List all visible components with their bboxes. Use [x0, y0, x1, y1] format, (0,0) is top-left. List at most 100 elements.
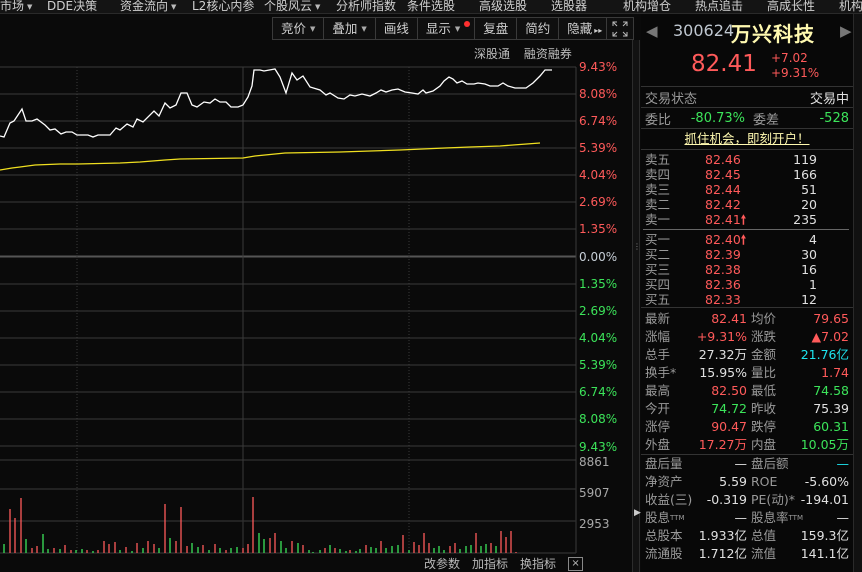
stat-value: 1.933亿 — [698, 528, 747, 543]
quote-header: ◀ 300624 万兴科技 ▶ 82.41 +7.02 +9.31% — [641, 14, 853, 87]
bid-row[interactable]: 买四 82.36 1 — [641, 277, 853, 292]
edit-params-button[interactable]: 改参数 — [424, 557, 461, 571]
change-percent: +9.31% — [771, 66, 820, 80]
menu-item[interactable]: 市场 ▼ — [0, 0, 33, 13]
stock-name: 万兴科技 — [731, 22, 815, 46]
sz-connect-link[interactable]: 深股通 — [474, 47, 511, 61]
stat-label: 外盘 — [645, 437, 671, 452]
hide-button[interactable]: 隐藏 ▸▸ — [559, 18, 608, 39]
stat-label: 总值 — [751, 528, 777, 543]
level-volume: 119 — [793, 152, 817, 167]
stat-value: — — [836, 510, 850, 525]
drag-handle-icon[interactable]: ⋮⋮ — [633, 242, 648, 251]
bid-row[interactable]: 买三 82.38 16 — [641, 262, 853, 277]
price-axis-tick: 1.35% — [579, 277, 618, 291]
menu-item[interactable]: 条件选股 — [407, 0, 455, 13]
level-price-value: 82.45 — [705, 167, 741, 182]
menu-item[interactable]: L2核心内参 — [192, 0, 254, 13]
price-axis-tick: 5.39% — [579, 141, 618, 155]
next-stock-icon[interactable]: ▶ — [840, 22, 852, 40]
open-account-link[interactable]: 抓住机会，即刻开户！ — [641, 129, 853, 150]
menu-item[interactable]: 资金流向 ▼ — [120, 0, 176, 13]
stat-value: 74.72 — [711, 401, 747, 416]
intraday-chart[interactable]: 9.43% 8.08% 6.74% 5.39% 4.04% 2.69% 1.35% 0.00%… — [0, 40, 640, 572]
stat-value: 17.27万 — [698, 437, 747, 452]
volume-grid — [0, 488, 576, 554]
price-axis-tick: 9.43% — [579, 60, 618, 74]
stat-value: 90.47 — [711, 419, 747, 434]
draw-line-button[interactable]: 画线 — [376, 18, 418, 39]
level-label: 买五 — [645, 292, 671, 307]
indicator-actions: 改参数 加指标 换指标 × — [424, 555, 584, 572]
menu-item[interactable]: 个股风云 ▼ — [264, 0, 320, 13]
menu-item[interactable]: DDE决策 — [47, 0, 97, 13]
level-volume: 16 — [801, 262, 817, 277]
price-axis-tick: 6.74% — [579, 114, 618, 128]
close-indicator-button[interactable]: × — [568, 556, 584, 571]
collapse-arrow-icon[interactable]: ▶ — [634, 508, 641, 518]
stat-label: 流值 — [751, 546, 777, 561]
menu-item[interactable]: 高级选股 — [479, 0, 527, 13]
fullscreen-button[interactable] — [607, 18, 633, 39]
chart-canvas[interactable] — [0, 40, 640, 572]
add-indicator-button[interactable]: 加指标 — [472, 557, 509, 571]
ask-row[interactable]: 卖五 82.46 119 — [641, 152, 853, 167]
level-price-value: 82.44 — [705, 182, 741, 197]
order-diff-label: 委差 — [753, 112, 780, 128]
menu-item[interactable]: 选股器 — [551, 0, 587, 13]
stat-row: 换手* 15.95% 量比 1.74 — [641, 364, 853, 382]
stat-label: 股息TTM — [645, 510, 685, 525]
level-price: 82.36 — [705, 277, 767, 292]
ask-row[interactable]: 卖三 82.44 51 — [641, 182, 853, 197]
margin-trading-link[interactable]: 融资融券 — [523, 47, 572, 61]
notification-dot-icon — [464, 21, 471, 27]
top-menu-bar: 市场 ▼ DDE决策 资金流向 ▼ L2核心内参 个股风云 ▼ 分析师指数 条件选股 高级选股 选股器… — [0, 0, 862, 14]
chevron-down-icon: ▼ — [454, 25, 461, 33]
bid-row[interactable]: 买一 82.40🠕 4 — [641, 232, 853, 247]
menu-item-label: 资金流向 — [120, 0, 169, 13]
level-volume: 4 — [809, 232, 817, 247]
panel-splitter[interactable]: ⋮⋮ ▶ — [632, 40, 648, 572]
volume-bars — [3, 497, 517, 553]
price-axis-tick: 2.69% — [579, 304, 618, 318]
menu-item[interactable]: 机构 — [839, 0, 862, 13]
ask-row[interactable]: 卖四 82.45 166 — [641, 167, 853, 182]
level-volume: 235 — [793, 212, 817, 227]
replay-button[interactable]: 复盘 — [475, 18, 518, 39]
level-label: 买四 — [645, 277, 671, 292]
volume-tick: 5907 — [579, 486, 610, 500]
order-book-divider — [643, 229, 849, 230]
simple-mode-button[interactable]: 简约 — [517, 18, 560, 39]
ask-row[interactable]: 卖一 82.41🠕 235 — [641, 212, 853, 227]
stat-row: 今开 74.72 昨收 75.39 — [641, 400, 853, 418]
chevron-down-icon: ▼ — [27, 2, 33, 11]
level-volume: 30 — [801, 247, 817, 262]
overlay-button[interactable]: 叠加 ▼ — [324, 18, 376, 39]
menu-item[interactable]: 高成长性 — [767, 0, 815, 13]
bid-row[interactable]: 买二 82.39 30 — [641, 247, 853, 262]
ask-row[interactable]: 卖二 82.42 20 — [641, 197, 853, 212]
level-price-value: 82.40 — [705, 232, 741, 247]
menu-item[interactable]: 机构增仓 — [623, 0, 671, 13]
prev-stock-icon[interactable]: ◀ — [646, 22, 658, 40]
menu-item[interactable]: 分析师指数 — [336, 0, 396, 13]
panel-scrollbar[interactable] — [853, 14, 862, 572]
auction-button[interactable]: 竞价 ▼ — [273, 18, 325, 39]
stat-value: 82.50 — [711, 383, 747, 398]
hide-label: 隐藏 — [567, 21, 593, 36]
switch-indicator-button[interactable]: 换指标 — [520, 557, 557, 571]
sublinks: 深股通 融资融券 — [474, 45, 582, 62]
stat-row: 流通股 1.712亿 流值 141.1亿 — [641, 545, 853, 563]
level-volume: 51 — [801, 182, 817, 197]
stat-value: 1.74 — [821, 365, 849, 380]
bid-row[interactable]: 买五 82.33 12 — [641, 292, 853, 307]
menu-item[interactable]: 热点追击 — [695, 0, 743, 13]
price-axis-tick: 6.74% — [579, 385, 618, 399]
stat-value: 27.32万 — [698, 347, 747, 362]
price-axis-tick: 2.69% — [579, 195, 618, 209]
stat-value: 5.59 — [719, 474, 747, 489]
level-volume: 166 — [793, 167, 817, 182]
level-price: 82.45 — [705, 167, 767, 182]
stat-value: 74.58 — [813, 383, 849, 398]
display-button[interactable]: 显示 ▼ — [418, 18, 476, 39]
